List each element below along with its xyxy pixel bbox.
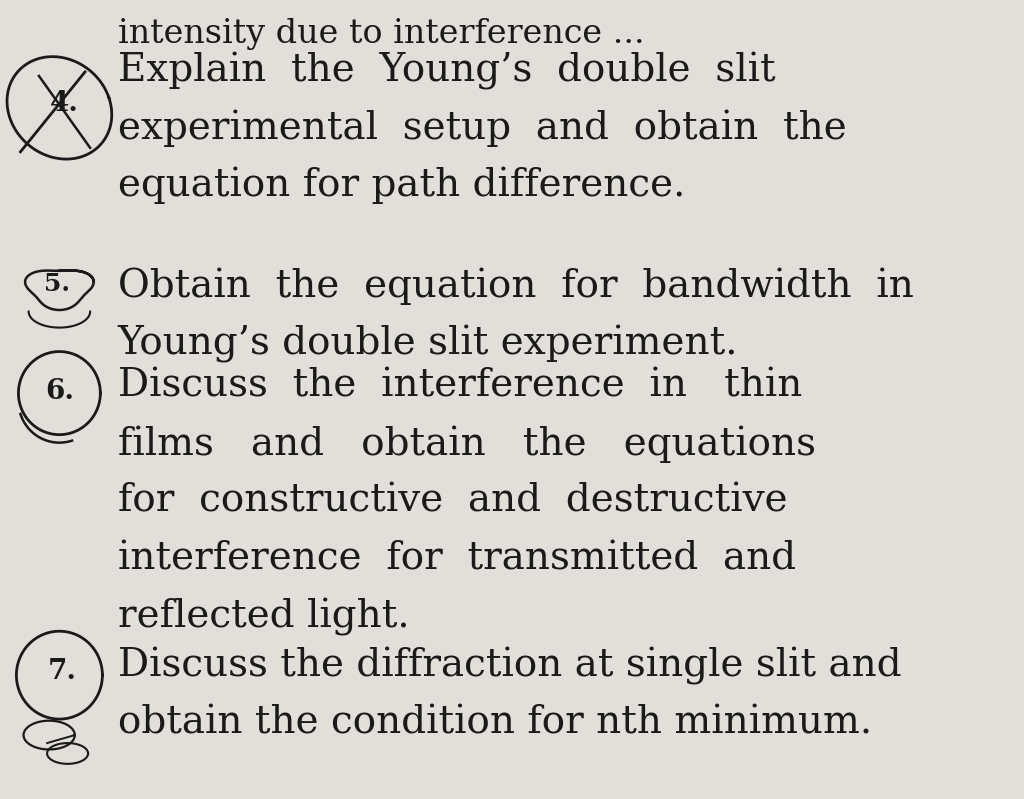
Text: intensity due to interference ...: intensity due to interference ... xyxy=(118,18,644,50)
Text: Discuss  the  interference  in   thin: Discuss the interference in thin xyxy=(118,368,802,404)
Text: Explain  the  Young’s  double  slit: Explain the Young’s double slit xyxy=(118,52,775,90)
Text: equation for path difference.: equation for path difference. xyxy=(118,167,685,205)
Text: Obtain  the  equation  for  bandwidth  in: Obtain the equation for bandwidth in xyxy=(118,268,913,305)
Text: Discuss the diffraction at single slit and: Discuss the diffraction at single slit a… xyxy=(118,647,901,686)
Text: Young’s double slit experiment.: Young’s double slit experiment. xyxy=(118,325,738,364)
Text: for  constructive  and  destructive: for constructive and destructive xyxy=(118,483,787,519)
Text: 5.: 5. xyxy=(44,272,71,296)
Text: experimental  setup  and  obtain  the: experimental setup and obtain the xyxy=(118,109,847,147)
Text: obtain the condition for nth minimum.: obtain the condition for nth minimum. xyxy=(118,705,871,741)
Text: interference  for  transmitted  and: interference for transmitted and xyxy=(118,540,796,577)
Text: 6.: 6. xyxy=(45,378,74,405)
Text: films   and   obtain   the   equations: films and obtain the equations xyxy=(118,425,816,463)
Text: reflected light.: reflected light. xyxy=(118,598,410,636)
Text: 7.: 7. xyxy=(48,658,77,685)
Text: 4.: 4. xyxy=(50,90,79,117)
